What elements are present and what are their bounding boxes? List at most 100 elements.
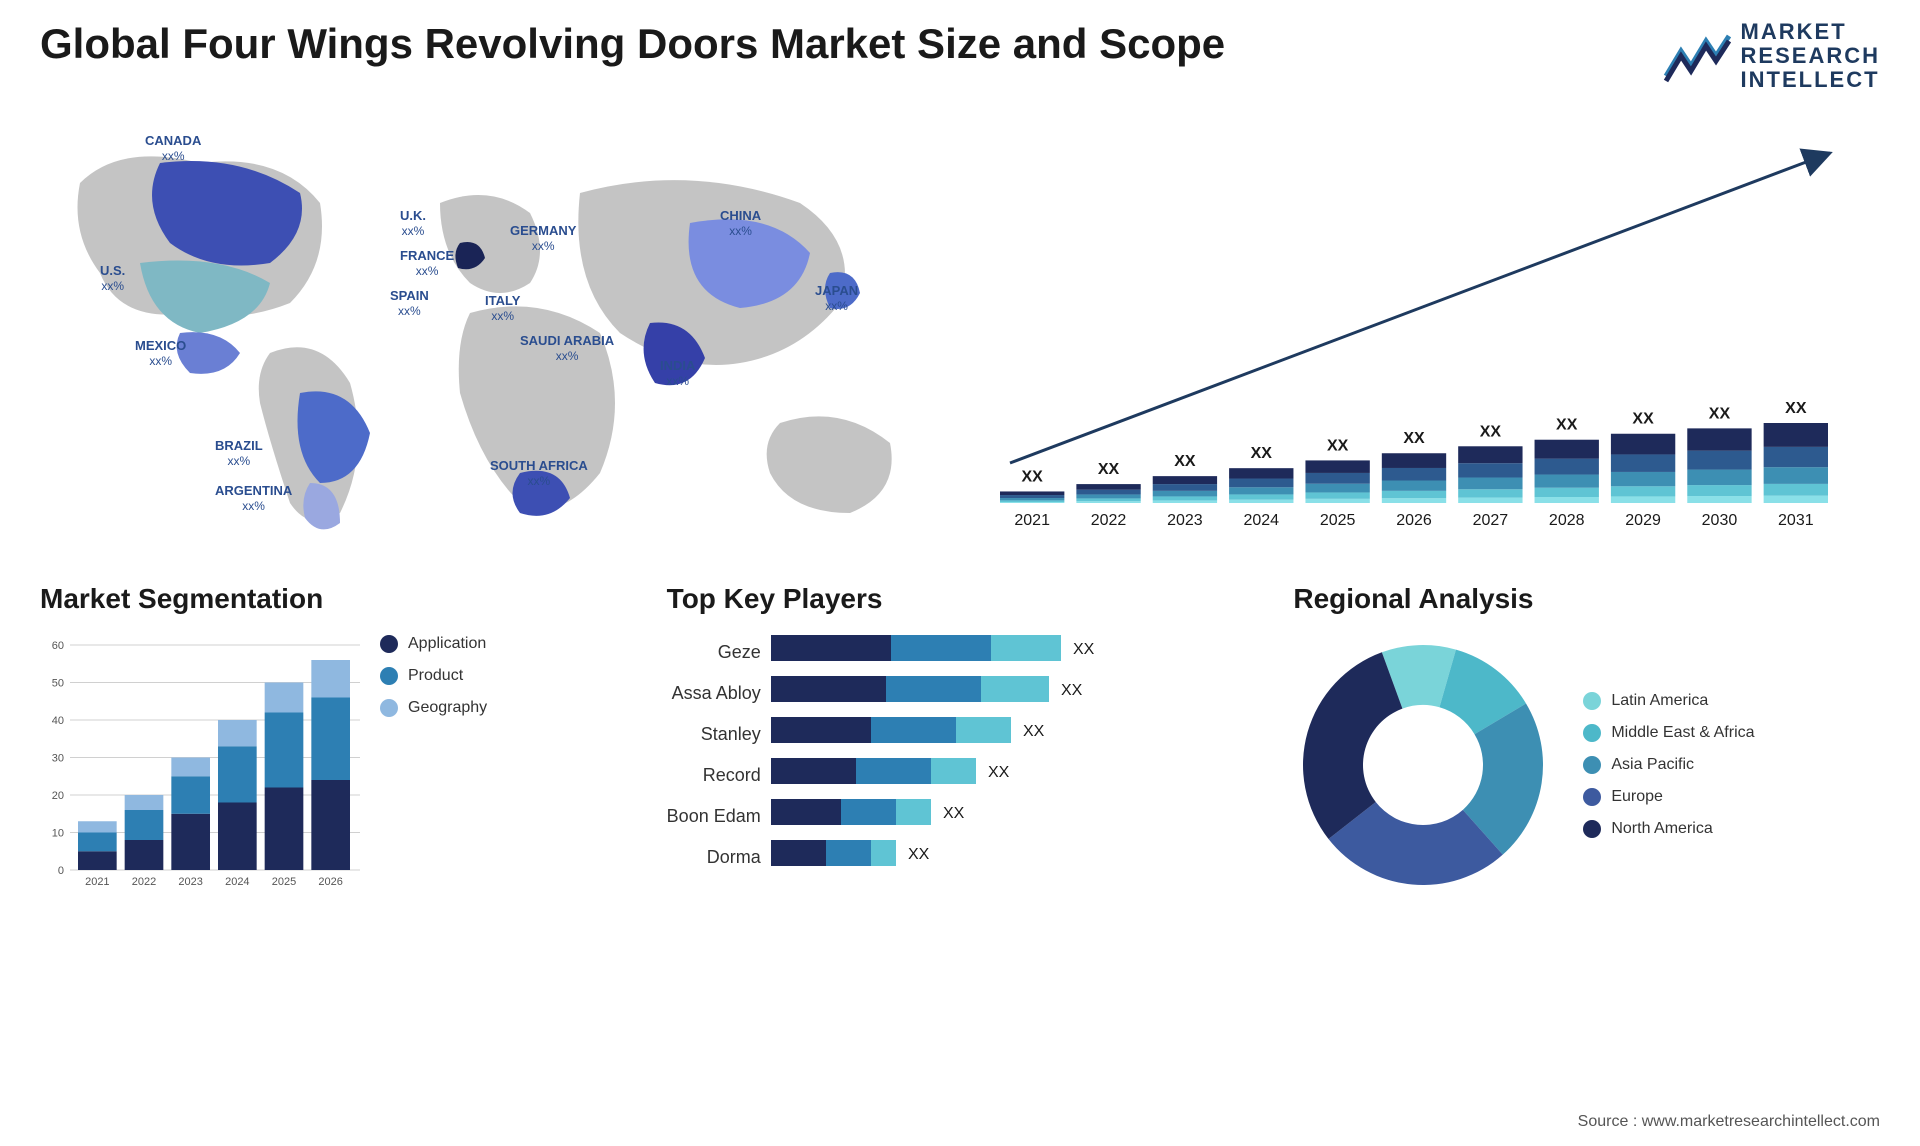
legend-item: Europe bbox=[1583, 788, 1754, 806]
svg-text:0: 0 bbox=[58, 865, 64, 877]
svg-text:XX: XX bbox=[1556, 416, 1578, 433]
legend-dot bbox=[1583, 724, 1601, 742]
player-label: Boon Edam bbox=[667, 803, 761, 829]
legend-item: Product bbox=[380, 667, 487, 685]
svg-text:2031: 2031 bbox=[1778, 512, 1814, 529]
map-label: U.S.xx% bbox=[100, 263, 125, 294]
legend-item: Geography bbox=[380, 699, 487, 717]
logo-text-1: MARKET bbox=[1741, 20, 1880, 44]
svg-text:XX: XX bbox=[1174, 453, 1196, 470]
svg-text:XX: XX bbox=[1632, 410, 1654, 427]
regional-title: Regional Analysis bbox=[1293, 583, 1880, 615]
map-label: ARGENTINAxx% bbox=[215, 483, 292, 514]
legend-label: Application bbox=[408, 635, 486, 653]
world-map: CANADAxx% U.S.xx% MEXICOxx% BRAZILxx% ARGENT… bbox=[40, 123, 940, 543]
legend-dot bbox=[1583, 692, 1601, 710]
segmentation-title: Market Segmentation bbox=[40, 583, 627, 615]
legend-dot bbox=[380, 635, 398, 653]
svg-text:XX: XX bbox=[988, 764, 1010, 781]
player-label: Record bbox=[667, 762, 761, 788]
legend-dot bbox=[380, 667, 398, 685]
header: Global Four Wings Revolving Doors Market… bbox=[40, 20, 1880, 93]
svg-text:XX: XX bbox=[943, 805, 965, 822]
legend-item: Asia Pacific bbox=[1583, 756, 1754, 774]
segmentation-legend: Application Product Geography bbox=[380, 635, 487, 895]
svg-text:2024: 2024 bbox=[1243, 512, 1279, 529]
players-labels: Geze Assa Abloy Stanley Record Boon Edam Dorm… bbox=[667, 635, 761, 895]
legend-dot bbox=[1583, 788, 1601, 806]
legend-item: Middle East & Africa bbox=[1583, 724, 1754, 742]
svg-text:XX: XX bbox=[1327, 437, 1349, 454]
svg-text:XX: XX bbox=[1073, 641, 1095, 658]
svg-text:40: 40 bbox=[52, 715, 64, 727]
map-label: SOUTH AFRICAxx% bbox=[490, 458, 588, 489]
svg-text:XX: XX bbox=[1709, 405, 1731, 422]
player-label: Dorma bbox=[667, 844, 761, 870]
svg-text:50: 50 bbox=[52, 677, 64, 689]
svg-text:2021: 2021 bbox=[85, 876, 109, 888]
map-label: MEXICOxx% bbox=[135, 338, 186, 369]
svg-text:2026: 2026 bbox=[318, 876, 342, 888]
svg-text:2023: 2023 bbox=[178, 876, 202, 888]
logo-icon bbox=[1661, 26, 1731, 86]
legend-label: Europe bbox=[1611, 788, 1663, 806]
map-label: JAPANxx% bbox=[815, 283, 858, 314]
page-title: Global Four Wings Revolving Doors Market… bbox=[40, 20, 1225, 68]
map-label: SPAINxx% bbox=[390, 288, 429, 319]
svg-text:XX: XX bbox=[1403, 430, 1425, 447]
map-label: CHINAxx% bbox=[720, 208, 761, 239]
svg-text:2029: 2029 bbox=[1625, 512, 1661, 529]
logo-text-2: RESEARCH bbox=[1741, 44, 1880, 68]
player-label: Geze bbox=[667, 639, 761, 665]
svg-text:XX: XX bbox=[1480, 423, 1502, 440]
player-label: Stanley bbox=[667, 721, 761, 747]
map-svg bbox=[40, 123, 920, 543]
svg-text:2027: 2027 bbox=[1473, 512, 1509, 529]
svg-text:10: 10 bbox=[52, 827, 64, 839]
regional-legend: Latin America Middle East & Africa Asia Pa… bbox=[1583, 692, 1754, 838]
player-label: Assa Abloy bbox=[667, 680, 761, 706]
svg-text:2026: 2026 bbox=[1396, 512, 1432, 529]
svg-text:XX: XX bbox=[1251, 445, 1273, 462]
svg-text:2025: 2025 bbox=[1320, 512, 1356, 529]
legend-dot bbox=[380, 699, 398, 717]
map-label: BRAZILxx% bbox=[215, 438, 263, 469]
logo-text-3: INTELLECT bbox=[1741, 68, 1880, 92]
svg-text:60: 60 bbox=[52, 640, 64, 652]
map-label: INDIAxx% bbox=[660, 358, 695, 389]
map-label: GERMANYxx% bbox=[510, 223, 576, 254]
map-label: FRANCExx% bbox=[400, 248, 454, 279]
svg-text:2021: 2021 bbox=[1014, 512, 1050, 529]
svg-text:30: 30 bbox=[52, 752, 64, 764]
brand-logo: MARKET RESEARCH INTELLECT bbox=[1661, 20, 1880, 93]
legend-dot bbox=[1583, 756, 1601, 774]
svg-text:XX: XX bbox=[908, 846, 930, 863]
legend-dot bbox=[1583, 820, 1601, 838]
svg-text:2023: 2023 bbox=[1167, 512, 1203, 529]
legend-label: Geography bbox=[408, 699, 487, 717]
svg-text:XX: XX bbox=[1022, 468, 1044, 485]
segmentation-chart: 0102030405060202120222023202420252026 bbox=[40, 635, 360, 895]
legend-item: North America bbox=[1583, 820, 1754, 838]
svg-text:2024: 2024 bbox=[225, 876, 249, 888]
legend-label: Middle East & Africa bbox=[1611, 724, 1754, 742]
svg-text:2028: 2028 bbox=[1549, 512, 1585, 529]
legend-label: North America bbox=[1611, 820, 1712, 838]
players-chart: XXXXXXXXXXXX bbox=[771, 635, 1151, 895]
legend-item: Latin America bbox=[1583, 692, 1754, 710]
segmentation-panel: Market Segmentation 0 10 20 30 40 50 60 2021 202… bbox=[40, 583, 627, 895]
svg-text:2030: 2030 bbox=[1702, 512, 1738, 529]
legend-label: Latin America bbox=[1611, 692, 1708, 710]
svg-text:2025: 2025 bbox=[272, 876, 296, 888]
donut-chart bbox=[1293, 635, 1553, 895]
map-label: SAUDI ARABIAxx% bbox=[520, 333, 614, 364]
svg-text:20: 20 bbox=[52, 790, 64, 802]
top-section: CANADAxx% U.S.xx% MEXICOxx% BRAZILxx% ARGENT… bbox=[40, 123, 1880, 543]
map-label: ITALYxx% bbox=[485, 293, 520, 324]
map-label: CANADAxx% bbox=[145, 133, 201, 164]
legend-label: Product bbox=[408, 667, 463, 685]
svg-text:XX: XX bbox=[1023, 723, 1045, 740]
growth-chart: XX2021XX2022XX2023XX2024XX2025XX2026XX20… bbox=[980, 123, 1880, 543]
regional-panel: Regional Analysis Latin America Middle Ea… bbox=[1293, 583, 1880, 895]
growth-svg: XX2021XX2022XX2023XX2024XX2025XX2026XX20… bbox=[980, 123, 1860, 543]
